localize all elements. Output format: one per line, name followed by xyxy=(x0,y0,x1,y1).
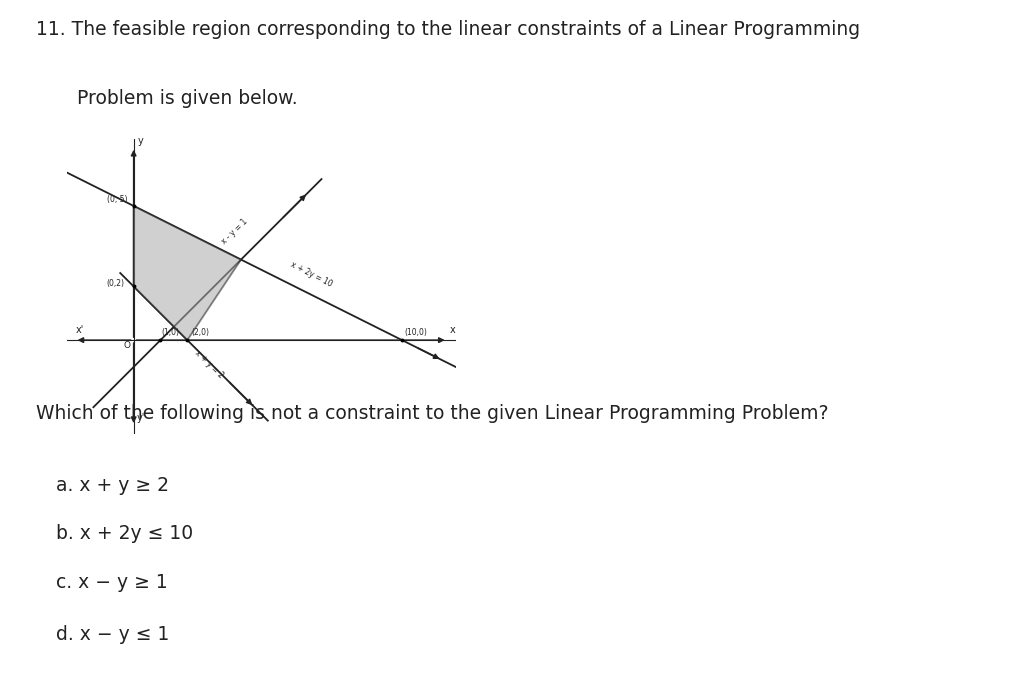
Text: d. x − y ≤ 1: d. x − y ≤ 1 xyxy=(56,625,170,644)
Text: a. x + y ≥ 2: a. x + y ≥ 2 xyxy=(56,476,169,494)
Text: (10,0): (10,0) xyxy=(404,328,428,337)
Polygon shape xyxy=(134,206,241,340)
Text: y: y xyxy=(137,136,143,146)
Text: x + 2y = 10: x + 2y = 10 xyxy=(290,261,334,289)
Text: x': x' xyxy=(76,325,84,336)
Text: y': y' xyxy=(136,413,144,423)
Text: x - y = 1: x - y = 1 xyxy=(219,218,249,246)
Text: Which of the following is not a constraint to the given Linear Programming Probl: Which of the following is not a constrai… xyxy=(36,404,828,423)
Text: (0, 5): (0, 5) xyxy=(106,195,127,204)
Text: 11. The feasible region corresponding to the linear constraints of a Linear Prog: 11. The feasible region corresponding to… xyxy=(36,20,860,40)
Text: (1,0): (1,0) xyxy=(162,328,180,338)
Text: c. x − y ≥ 1: c. x − y ≥ 1 xyxy=(56,573,168,592)
Text: O: O xyxy=(124,341,130,350)
Text: b. x + 2y ≤ 10: b. x + 2y ≤ 10 xyxy=(56,524,194,544)
Text: x + y = 2: x + y = 2 xyxy=(193,349,225,381)
Text: (2,0): (2,0) xyxy=(191,328,209,338)
Text: x: x xyxy=(451,325,456,336)
Text: (0,2): (0,2) xyxy=(106,280,125,288)
Text: Problem is given below.: Problem is given below. xyxy=(77,89,297,108)
